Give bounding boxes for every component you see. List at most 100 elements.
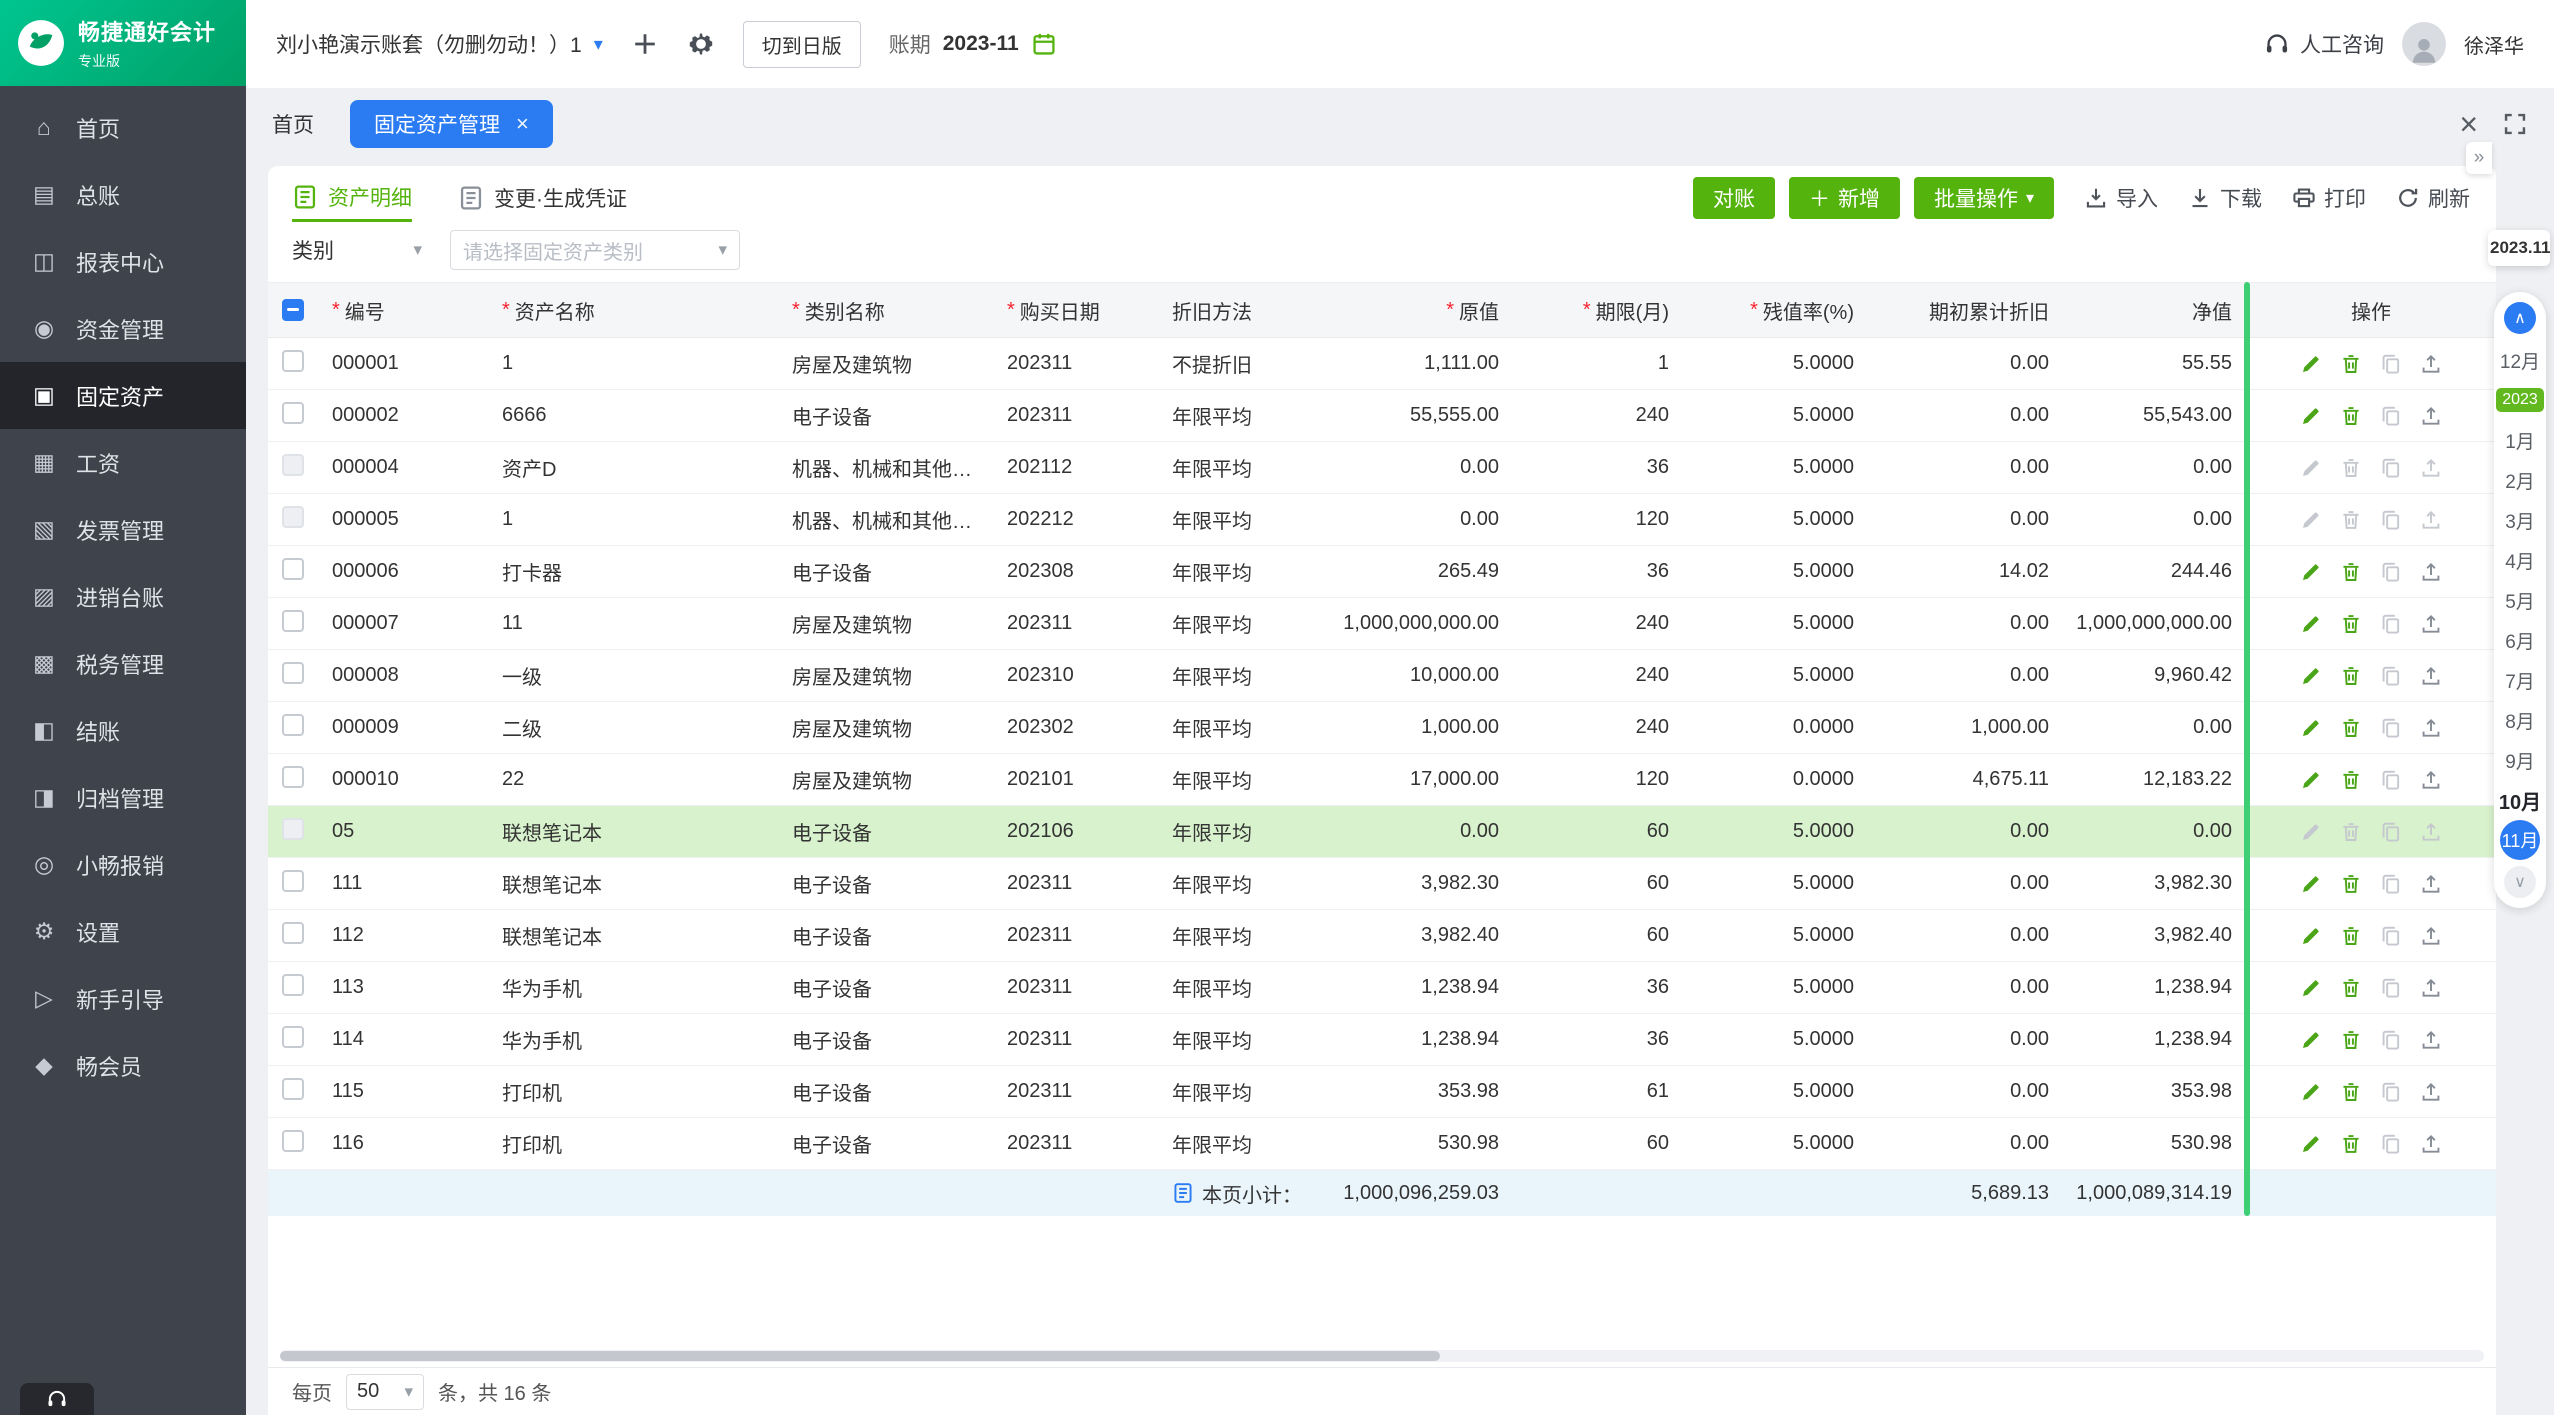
export-icon[interactable]	[2420, 769, 2442, 791]
delete-icon[interactable]	[2340, 1133, 2362, 1155]
avatar[interactable]	[2402, 22, 2446, 66]
add-button[interactable]: ＋ 新增	[1788, 177, 1900, 219]
export-icon[interactable]	[2420, 1029, 2442, 1051]
row-checkbox[interactable]	[282, 921, 304, 944]
import-button[interactable]: 导入	[2084, 183, 2158, 213]
export-icon[interactable]	[2420, 665, 2442, 687]
table-row[interactable]: 113 华为手机 电子设备 202311 年限平均 1,238.94 36 5.0000 0.0…	[268, 962, 2496, 1014]
delete-icon[interactable]	[2340, 353, 2362, 375]
scroll-up-button[interactable]: ∧	[2504, 302, 2536, 334]
sidebar-item-reimbursement[interactable]: ◎ 小畅报销	[0, 831, 246, 898]
row-checkbox[interactable]	[282, 869, 304, 892]
gear-icon[interactable]	[687, 30, 715, 58]
delete-icon[interactable]	[2340, 405, 2362, 427]
export-icon[interactable]	[2420, 925, 2442, 947]
table-row[interactable]: 115 打印机 电子设备 202311 年限平均 353.98 61 5.0000 0.00 35…	[268, 1066, 2496, 1118]
delete-icon[interactable]	[2340, 769, 2362, 791]
edit-icon[interactable]	[2300, 561, 2322, 583]
table-row[interactable]: 000007 11 房屋及建筑物 202311 年限平均 1,000,000,000.00…	[268, 598, 2496, 650]
row-checkbox[interactable]	[282, 401, 304, 424]
table-row[interactable]: 000008 一级 房屋及建筑物 202310 年限平均 10,000.00 240 5.00…	[268, 650, 2496, 702]
tab-0[interactable]: 首页	[272, 114, 314, 137]
month-item[interactable]: 8月	[2505, 711, 2535, 733]
delete-icon[interactable]	[2340, 873, 2362, 895]
table-row[interactable]: 000005 1 机器、机械和其他生... 202212 年限平均 0.00 120 5.00…	[268, 494, 2496, 546]
period-value[interactable]: 2023-11	[942, 32, 1019, 55]
delete-icon[interactable]	[2340, 561, 2362, 583]
copy-icon[interactable]	[2380, 769, 2402, 791]
copy-icon[interactable]	[2380, 717, 2402, 739]
add-button[interactable]	[631, 30, 659, 58]
month-item[interactable]: 1月	[2505, 431, 2535, 453]
edit-icon[interactable]	[2300, 977, 2322, 999]
delete-icon[interactable]	[2340, 1081, 2362, 1103]
row-checkbox[interactable]	[282, 1025, 304, 1048]
edit-icon[interactable]	[2300, 717, 2322, 739]
copy-icon[interactable]	[2380, 1133, 2402, 1155]
copy-icon[interactable]	[2380, 561, 2402, 583]
month-item[interactable]: 10月	[2498, 791, 2542, 814]
month-item[interactable]: 6月	[2505, 631, 2535, 653]
row-checkbox[interactable]	[282, 557, 304, 580]
row-checkbox[interactable]	[282, 713, 304, 736]
sidebar-item-purchase-sale-ledger[interactable]: ▨ 进销台账	[0, 563, 246, 630]
month-item[interactable]: 3月	[2505, 511, 2535, 533]
copy-icon[interactable]	[2380, 665, 2402, 687]
edit-icon[interactable]	[2300, 353, 2322, 375]
month-item[interactable]: 9月	[2505, 751, 2535, 773]
sidebar-item-membership[interactable]: ◆ 畅会员	[0, 1032, 246, 1099]
edit-icon[interactable]	[2300, 769, 2322, 791]
row-checkbox[interactable]	[282, 973, 304, 996]
month-item[interactable]: 4月	[2505, 551, 2535, 573]
delete-icon[interactable]	[2340, 977, 2362, 999]
sidebar-item-settings[interactable]: ⚙ 设置	[0, 898, 246, 965]
refresh-button[interactable]: 刷新	[2396, 183, 2470, 213]
delete-icon[interactable]	[2340, 1029, 2362, 1051]
edit-icon[interactable]	[2300, 925, 2322, 947]
export-icon[interactable]	[2420, 613, 2442, 635]
table-row[interactable]: 111 联想笔记本 电子设备 202311 年限平均 3,982.30 60 5.0000 0.…	[268, 858, 2496, 910]
row-checkbox[interactable]	[282, 1129, 304, 1152]
edit-icon[interactable]	[2300, 1133, 2322, 1155]
copy-icon[interactable]	[2380, 1029, 2402, 1051]
consult-button[interactable]: 人工咨询	[2264, 29, 2384, 59]
export-icon[interactable]	[2420, 561, 2442, 583]
sidebar-item-fund-management[interactable]: ◉ 资金管理	[0, 295, 246, 362]
edit-icon[interactable]	[2300, 665, 2322, 687]
calendar-icon[interactable]	[1031, 31, 1057, 57]
month-item[interactable]: 7月	[2505, 671, 2535, 693]
select-all-checkbox[interactable]	[282, 299, 304, 321]
edit-icon[interactable]	[2300, 1029, 2322, 1051]
edit-icon[interactable]	[2300, 613, 2322, 635]
export-icon[interactable]	[2420, 1081, 2442, 1103]
row-checkbox[interactable]	[282, 1077, 304, 1100]
tab-close-icon[interactable]: ×	[516, 111, 529, 136]
table-row[interactable]: 000009 二级 房屋及建筑物 202302 年限平均 1,000.00 240 0.000…	[268, 702, 2496, 754]
table-row[interactable]: 000006 打卡器 电子设备 202308 年限平均 265.49 36 5.0000 14.…	[268, 546, 2496, 598]
copy-icon[interactable]	[2380, 1081, 2402, 1103]
table-row[interactable]: 05 联想笔记本 电子设备 202106 年限平均 0.00 60 5.0000 0.00 0.0…	[268, 806, 2496, 858]
batch-button[interactable]: 批量操作 ▾	[1913, 177, 2054, 219]
year-badge-item[interactable]: 2023	[2494, 380, 2546, 420]
copy-icon[interactable]	[2380, 353, 2402, 375]
per-page-select[interactable]: 50 ▾	[346, 1373, 424, 1410]
download-button[interactable]: 下载	[2188, 183, 2262, 213]
switch-version-button[interactable]: 切到日版	[742, 20, 861, 68]
support-widget[interactable]	[20, 1383, 94, 1415]
edit-icon[interactable]	[2300, 405, 2322, 427]
table-row[interactable]: 000004 资产D 机器、机械和其他生... 202112 年限平均 0.00 36 5.0…	[268, 442, 2496, 494]
scroll-down-button[interactable]: ∨	[2504, 866, 2536, 898]
sidebar-item-home[interactable]: ⌂ 首页	[0, 94, 246, 161]
table-row[interactable]: 112 联想笔记本 电子设备 202311 年限平均 3,982.40 60 5.0000 0.…	[268, 910, 2496, 962]
edit-icon[interactable]	[2300, 1081, 2322, 1103]
copy-icon[interactable]	[2380, 925, 2402, 947]
subtab-0[interactable]: 资产明细	[292, 174, 412, 222]
collapse-panel-handle[interactable]: »	[2466, 142, 2492, 174]
row-checkbox[interactable]	[282, 609, 304, 632]
sidebar-item-general-ledger[interactable]: ▤ 总账	[0, 161, 246, 228]
copy-icon[interactable]	[2380, 873, 2402, 895]
sidebar-item-report-center[interactable]: ◫ 报表中心	[0, 228, 246, 295]
edit-icon[interactable]	[2300, 873, 2322, 895]
month-item[interactable]: 2月	[2505, 471, 2535, 493]
delete-icon[interactable]	[2340, 613, 2362, 635]
